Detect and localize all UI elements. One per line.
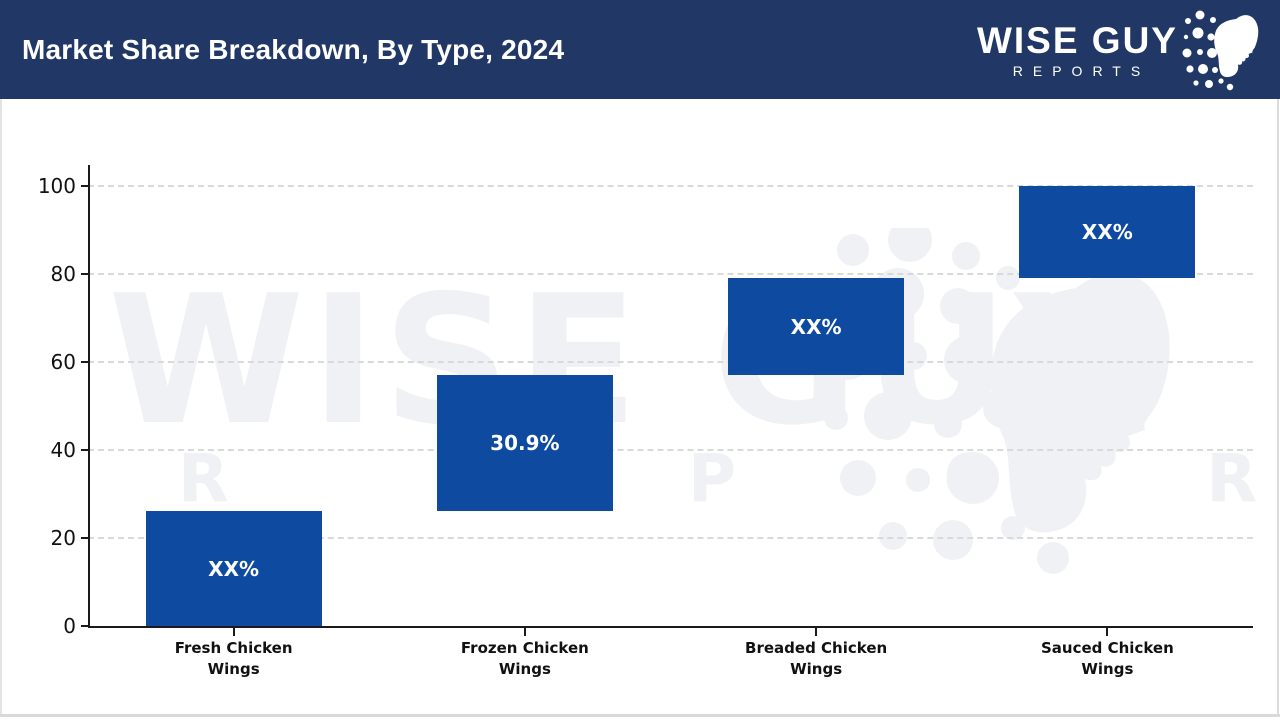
y-axis-tick-label: 20 (50, 526, 76, 550)
y-axis-tick-label: 60 (50, 350, 76, 374)
face-profile-dots-icon (1180, 7, 1272, 93)
y-axis-tick (81, 361, 88, 363)
category-label-line: Wings (498, 660, 551, 678)
category-label-line: Wings (1081, 660, 1134, 678)
y-axis-tick-label: 80 (50, 262, 76, 286)
y-axis-tick-label: 100 (37, 174, 76, 198)
x-axis-tick (523, 628, 526, 636)
y-axis-tick (81, 625, 88, 627)
y-axis-line (88, 165, 90, 628)
category-label: Fresh Chicken Wings (175, 638, 293, 680)
brand-logo: WISE GUY REPORTS (977, 7, 1280, 93)
bar-value-label: XX% (790, 314, 842, 339)
bar: XX% (728, 277, 905, 376)
y-axis-tick-label: 40 (50, 438, 76, 462)
bar-value-label: XX% (208, 556, 260, 581)
logo-wordmark: WISE GUY (976, 19, 1178, 61)
page-title: Market Share Breakdown, By Type, 2024 (22, 33, 565, 65)
bottom-divider (0, 714, 1280, 717)
bar: XX% (1019, 186, 1196, 278)
category-label-line: Frozen Chicken (460, 639, 589, 657)
x-axis-line (88, 626, 1253, 628)
bar-value-label: XX% (1081, 219, 1133, 244)
category-label-line: Wings (207, 660, 260, 678)
bar: 30.9% (436, 375, 613, 512)
gridline (88, 449, 1253, 451)
y-axis-tick (81, 185, 88, 187)
category-label-line: Breaded Chicken (745, 639, 888, 657)
category-label-line: Wings (790, 660, 843, 678)
y-axis-tick-label: 0 (63, 614, 76, 638)
category-label-line: Sauced Chicken (1040, 639, 1174, 657)
gridline (88, 273, 1253, 275)
category-label: Breaded Chicken Wings (745, 638, 887, 680)
header-banner: Market Share Breakdown, By Type, 2024 WI… (0, 0, 1280, 99)
x-axis-tick (232, 628, 235, 636)
x-axis-tick (815, 628, 818, 636)
y-axis-tick (81, 537, 88, 539)
y-axis-tick (81, 449, 88, 451)
gridline (88, 361, 1253, 363)
gridline (88, 185, 1253, 187)
logo-subtitle: REPORTS (1012, 62, 1151, 79)
category-label: Frozen Chicken Wings (461, 638, 589, 680)
category-label-line: Fresh Chicken (174, 639, 293, 657)
bar-value-label: 30.9% (490, 431, 560, 456)
x-axis-tick (1106, 628, 1109, 636)
category-label: Sauced Chicken Wings (1041, 638, 1174, 680)
gridline (88, 537, 1253, 539)
bar: XX% (145, 511, 322, 626)
y-axis-tick (81, 273, 88, 275)
